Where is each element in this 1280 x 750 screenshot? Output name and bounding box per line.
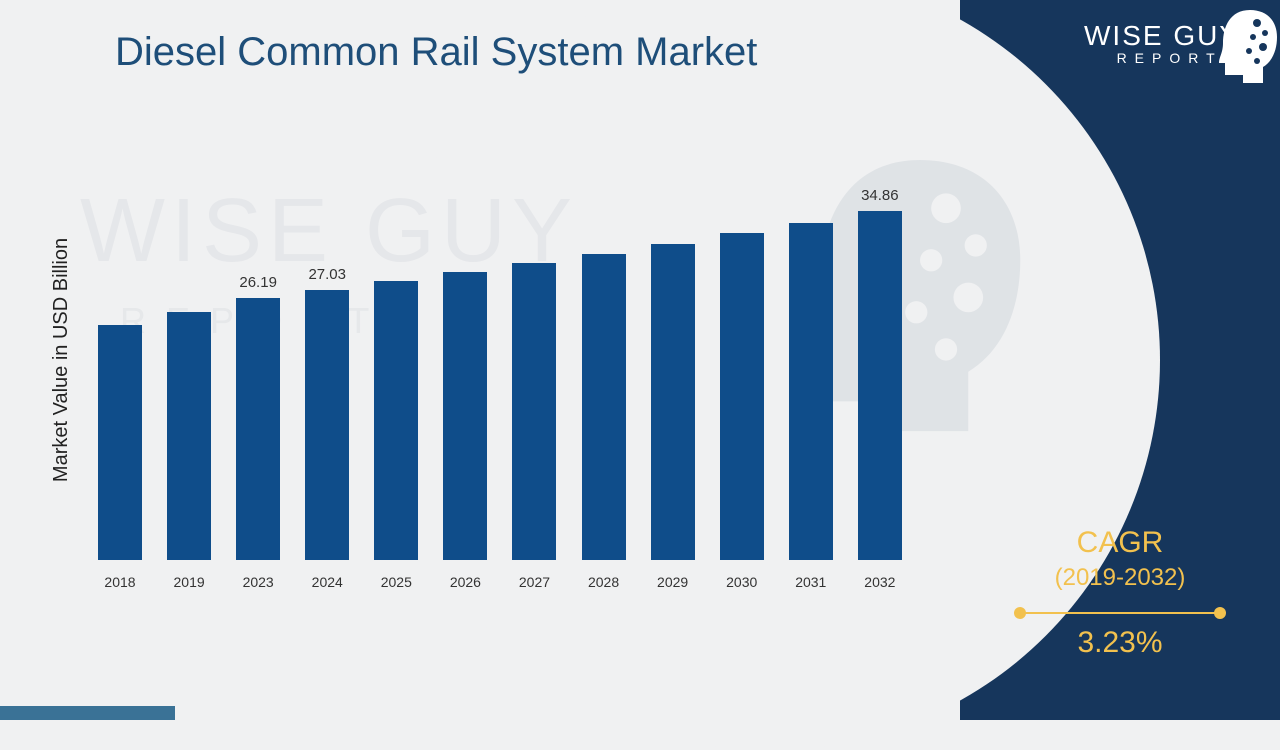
x-axis-tick-label: 2027 bbox=[504, 574, 564, 590]
bar-item: 34.86 bbox=[850, 187, 910, 560]
bar-rect bbox=[236, 298, 280, 560]
x-axis-tick-label: 2026 bbox=[435, 574, 495, 590]
bar-item bbox=[504, 239, 564, 560]
x-axis-tick-label: 2024 bbox=[297, 574, 357, 590]
bar-item: 27.03 bbox=[297, 266, 357, 560]
bar-rect bbox=[167, 312, 211, 560]
cagr-divider bbox=[1020, 612, 1220, 614]
chart-title: Diesel Common Rail System Market bbox=[115, 30, 757, 75]
bars-container: 26.19 27.03 34.86 bbox=[90, 160, 910, 560]
bar-rect bbox=[374, 281, 418, 560]
bar-rect bbox=[305, 290, 349, 560]
bar-rect bbox=[789, 223, 833, 560]
x-axis-tick-label: 2018 bbox=[90, 574, 150, 590]
bar-item bbox=[366, 257, 426, 560]
logo-head-icon bbox=[1215, 5, 1280, 85]
bar-item bbox=[435, 248, 495, 560]
bar-rect bbox=[98, 325, 142, 560]
bar-item bbox=[159, 288, 219, 560]
bar-value-label: 27.03 bbox=[308, 266, 346, 284]
cagr-label: CAGR bbox=[1005, 526, 1235, 560]
bar-item bbox=[643, 220, 703, 560]
cagr-range: (2019-2032) bbox=[1005, 564, 1235, 592]
bar-chart: Market Value in USD Billion 26.1927.0334… bbox=[60, 150, 910, 590]
x-axis-tick-label: 2019 bbox=[159, 574, 219, 590]
bar-item bbox=[574, 230, 634, 560]
x-axis-tick-label: 2029 bbox=[643, 574, 703, 590]
cagr-value: 3.23% bbox=[1005, 626, 1235, 660]
page-root: Diesel Common Rail System Market WISE GU… bbox=[0, 0, 1280, 720]
bar-rect bbox=[858, 211, 902, 560]
x-axis-tick-label: 2028 bbox=[574, 574, 634, 590]
x-axis-tick-label: 2025 bbox=[366, 574, 426, 590]
bar-item: 26.19 bbox=[228, 274, 288, 560]
x-axis-labels: 2018 2019 2023 2024 2025 2026 2027 2028 2029 2030… bbox=[90, 574, 910, 590]
y-axis-label: Market Value in USD Billion bbox=[50, 238, 73, 482]
x-axis-tick-label: 2031 bbox=[781, 574, 841, 590]
bar-item bbox=[712, 209, 772, 560]
bottom-accent-bar bbox=[0, 706, 175, 720]
bar-value-label: 34.86 bbox=[861, 187, 899, 205]
bar-rect bbox=[443, 272, 487, 560]
bar-rect bbox=[651, 244, 695, 560]
cagr-block: CAGR (2019-2032) 3.23% bbox=[1005, 526, 1235, 660]
bar-rect bbox=[582, 254, 626, 560]
bar-item bbox=[781, 199, 841, 560]
bar-item bbox=[90, 301, 150, 560]
bar-rect bbox=[512, 263, 556, 560]
x-axis-tick-label: 2023 bbox=[228, 574, 288, 590]
bar-rect bbox=[720, 233, 764, 560]
bar-value-label: 26.19 bbox=[239, 274, 277, 292]
x-axis-tick-label: 2030 bbox=[712, 574, 772, 590]
x-axis-tick-label: 2032 bbox=[850, 574, 910, 590]
